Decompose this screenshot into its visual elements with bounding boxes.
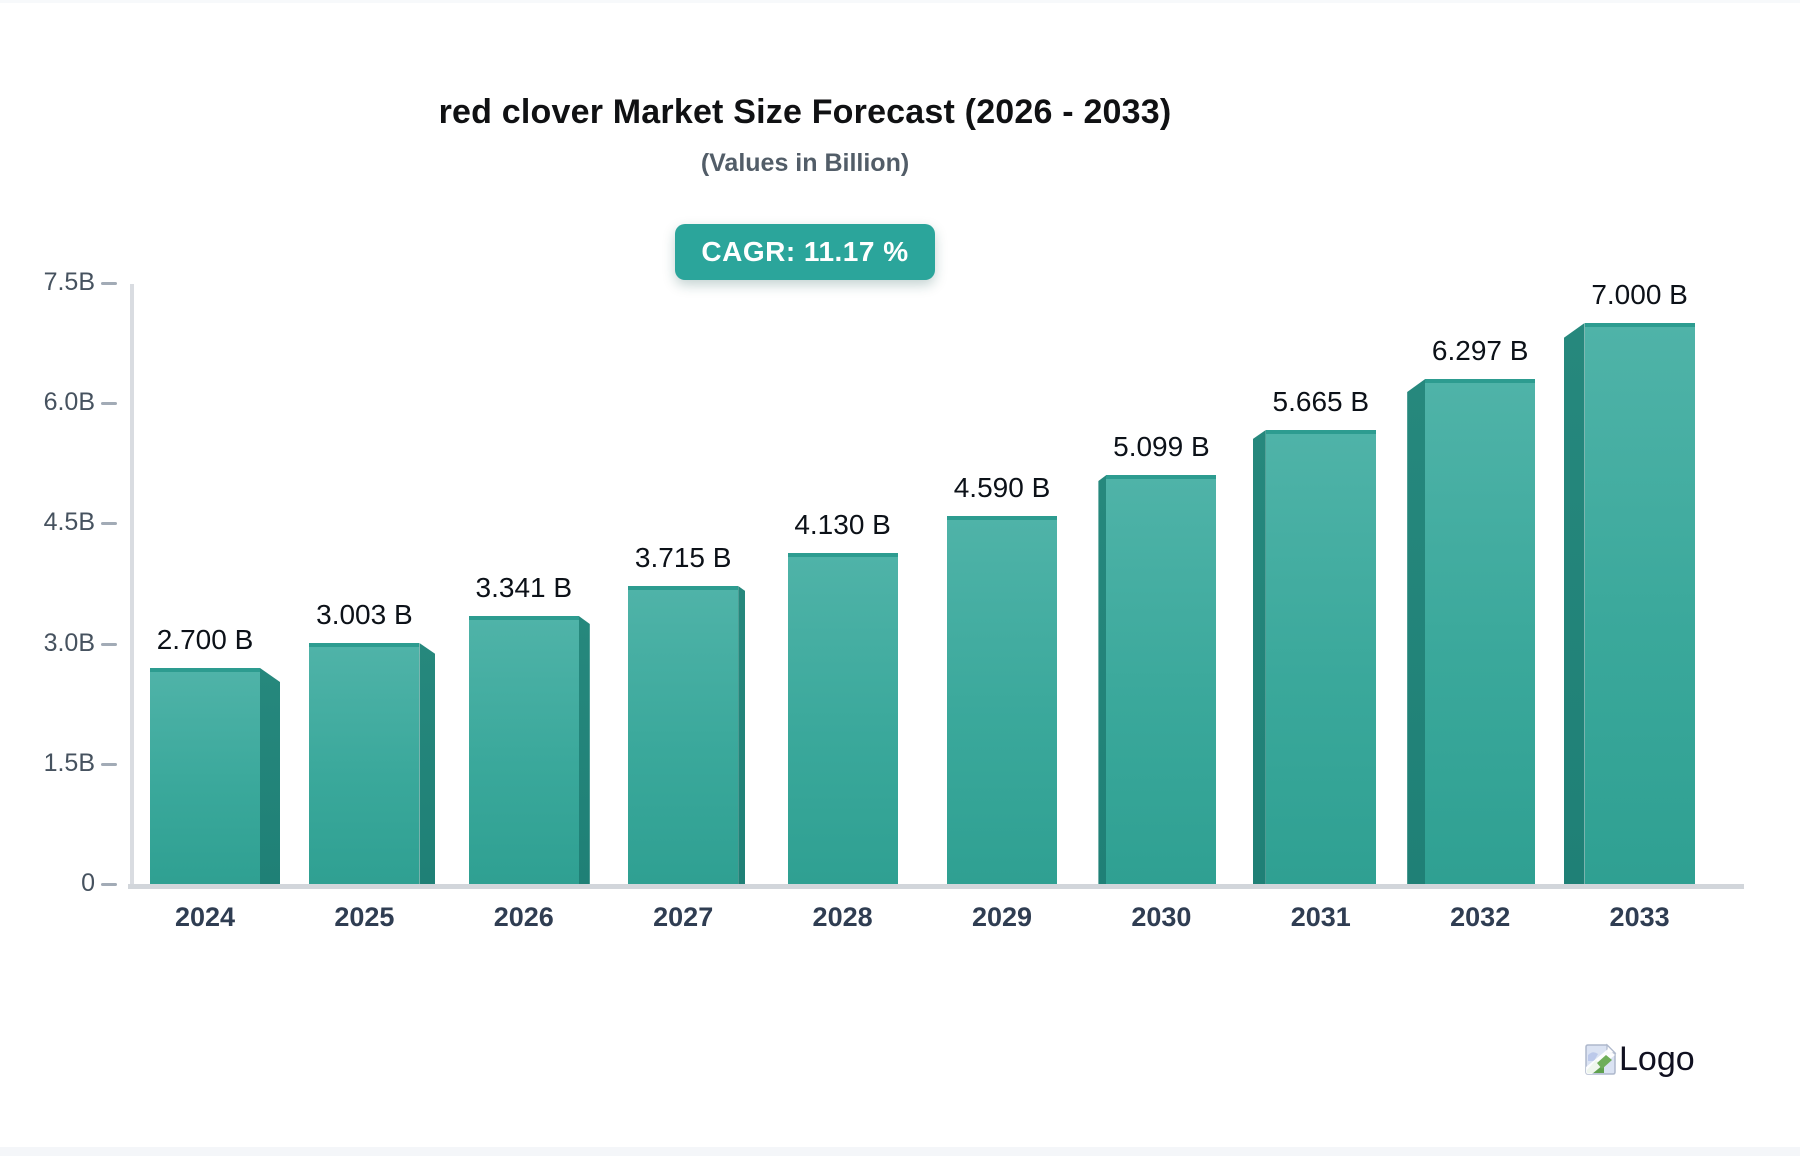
footer-logo: Logo — [1584, 1040, 1695, 1078]
y-tick-label: 6.0B — [43, 388, 95, 417]
bar-3d-side — [1563, 323, 1585, 884]
cagr-badge-wrap: CAGR: 11.17 % — [0, 224, 1610, 280]
bar-value-label: 3.003 B — [316, 599, 413, 630]
bar-2024 — [150, 668, 260, 884]
bar-value-label: 5.665 B — [1272, 386, 1370, 417]
bar-value-label: 4.590 B — [953, 472, 1051, 503]
bar-3d-side — [1252, 430, 1266, 884]
bar-value-label: 4.130 B — [794, 509, 891, 540]
bar-2031 — [1265, 430, 1376, 884]
y-tick-mark — [101, 762, 117, 766]
y-tick-label: 1.5B — [43, 748, 95, 777]
bar-value-label: 3.341 B — [475, 572, 573, 603]
x-axis-label-2026: 2026 — [493, 902, 554, 932]
page-title: red clover Market Size Forecast (2026 - … — [438, 93, 1172, 131]
bar-2027 — [628, 586, 739, 884]
y-tick-mark — [101, 883, 117, 886]
x-axis-label-2031: 2031 — [1290, 902, 1351, 932]
bar-2033 — [1584, 323, 1695, 884]
x-axis-label-2027: 2027 — [653, 902, 714, 932]
bar-3d-side — [1407, 379, 1426, 884]
bar-3d-side — [578, 616, 590, 884]
cagr-badge: CAGR: 11.17 % — [675, 224, 935, 280]
x-axis-label-2030: 2030 — [1131, 902, 1192, 932]
bar-2026 — [468, 616, 579, 884]
bar-2030 — [1106, 475, 1217, 884]
bar-3d-side — [419, 643, 436, 884]
page-subtitle: (Values in Billion) — [700, 149, 910, 177]
x-axis-label-2028: 2028 — [812, 902, 873, 932]
bar-3d-side — [260, 668, 280, 884]
logo-alt-text: Logo — [1619, 1040, 1695, 1078]
bar-value-label: 5.099 B — [1113, 431, 1210, 462]
x-axis-label-2032: 2032 — [1450, 902, 1511, 932]
bar-value-label: 6.297 B — [1431, 335, 1529, 366]
y-axis-line — [130, 284, 134, 886]
bar-2032 — [1425, 379, 1536, 884]
broken-image-icon — [1585, 1043, 1617, 1075]
x-axis-label-2033: 2033 — [1609, 902, 1670, 932]
y-tick-label: 4.5B — [43, 508, 95, 537]
y-tick-label: 3.0B — [43, 628, 95, 657]
x-axis-label-2025: 2025 — [334, 902, 395, 932]
bar-value-label: 7.000 B — [1591, 279, 1688, 310]
y-tick-mark — [101, 522, 117, 526]
x-axis-label-2029: 2029 — [971, 902, 1033, 932]
y-tick-label: 0 — [81, 869, 95, 897]
x-axis-baseline — [128, 884, 1744, 889]
x-axis-label-2024: 2024 — [174, 902, 236, 932]
y-tick-mark — [101, 642, 117, 646]
y-tick-label: 7.5B — [43, 268, 95, 297]
bar-3d-side — [738, 586, 746, 884]
bar-2028 — [787, 553, 898, 884]
bar-3d-side — [1098, 475, 1107, 884]
y-tick-mark — [101, 282, 117, 286]
top-edge-strip — [0, 0, 1800, 3]
bar-value-label: 2.700 B — [156, 624, 254, 655]
bar-2029 — [947, 516, 1057, 884]
y-tick-mark — [101, 402, 117, 406]
bar-value-label: 3.715 B — [634, 542, 732, 573]
bar-2025 — [309, 643, 420, 884]
bottom-edge-strip — [0, 1147, 1800, 1156]
